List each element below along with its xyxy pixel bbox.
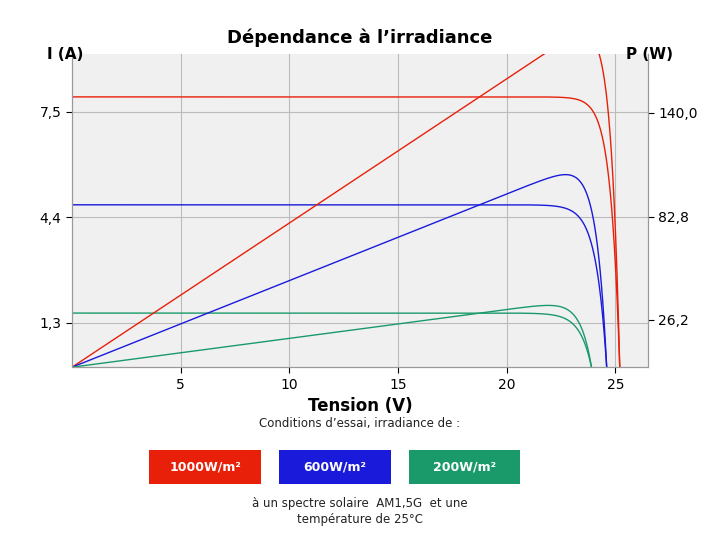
Title: Dépendance à l’irradiance: Dépendance à l’irradiance — [228, 29, 492, 47]
Text: I (A): I (A) — [47, 47, 84, 62]
Text: 1000W/m²: 1000W/m² — [169, 461, 241, 474]
Text: 200W/m²: 200W/m² — [433, 461, 496, 474]
Text: P (W): P (W) — [626, 47, 673, 62]
Text: à un spectre solaire  AM1,5G  et une: à un spectre solaire AM1,5G et une — [252, 497, 468, 510]
Text: Conditions d’essai, irradiance de :: Conditions d’essai, irradiance de : — [259, 417, 461, 430]
Text: température de 25°C: température de 25°C — [297, 513, 423, 526]
Text: 600W/m²: 600W/m² — [303, 461, 366, 474]
X-axis label: Tension (V): Tension (V) — [307, 397, 413, 415]
